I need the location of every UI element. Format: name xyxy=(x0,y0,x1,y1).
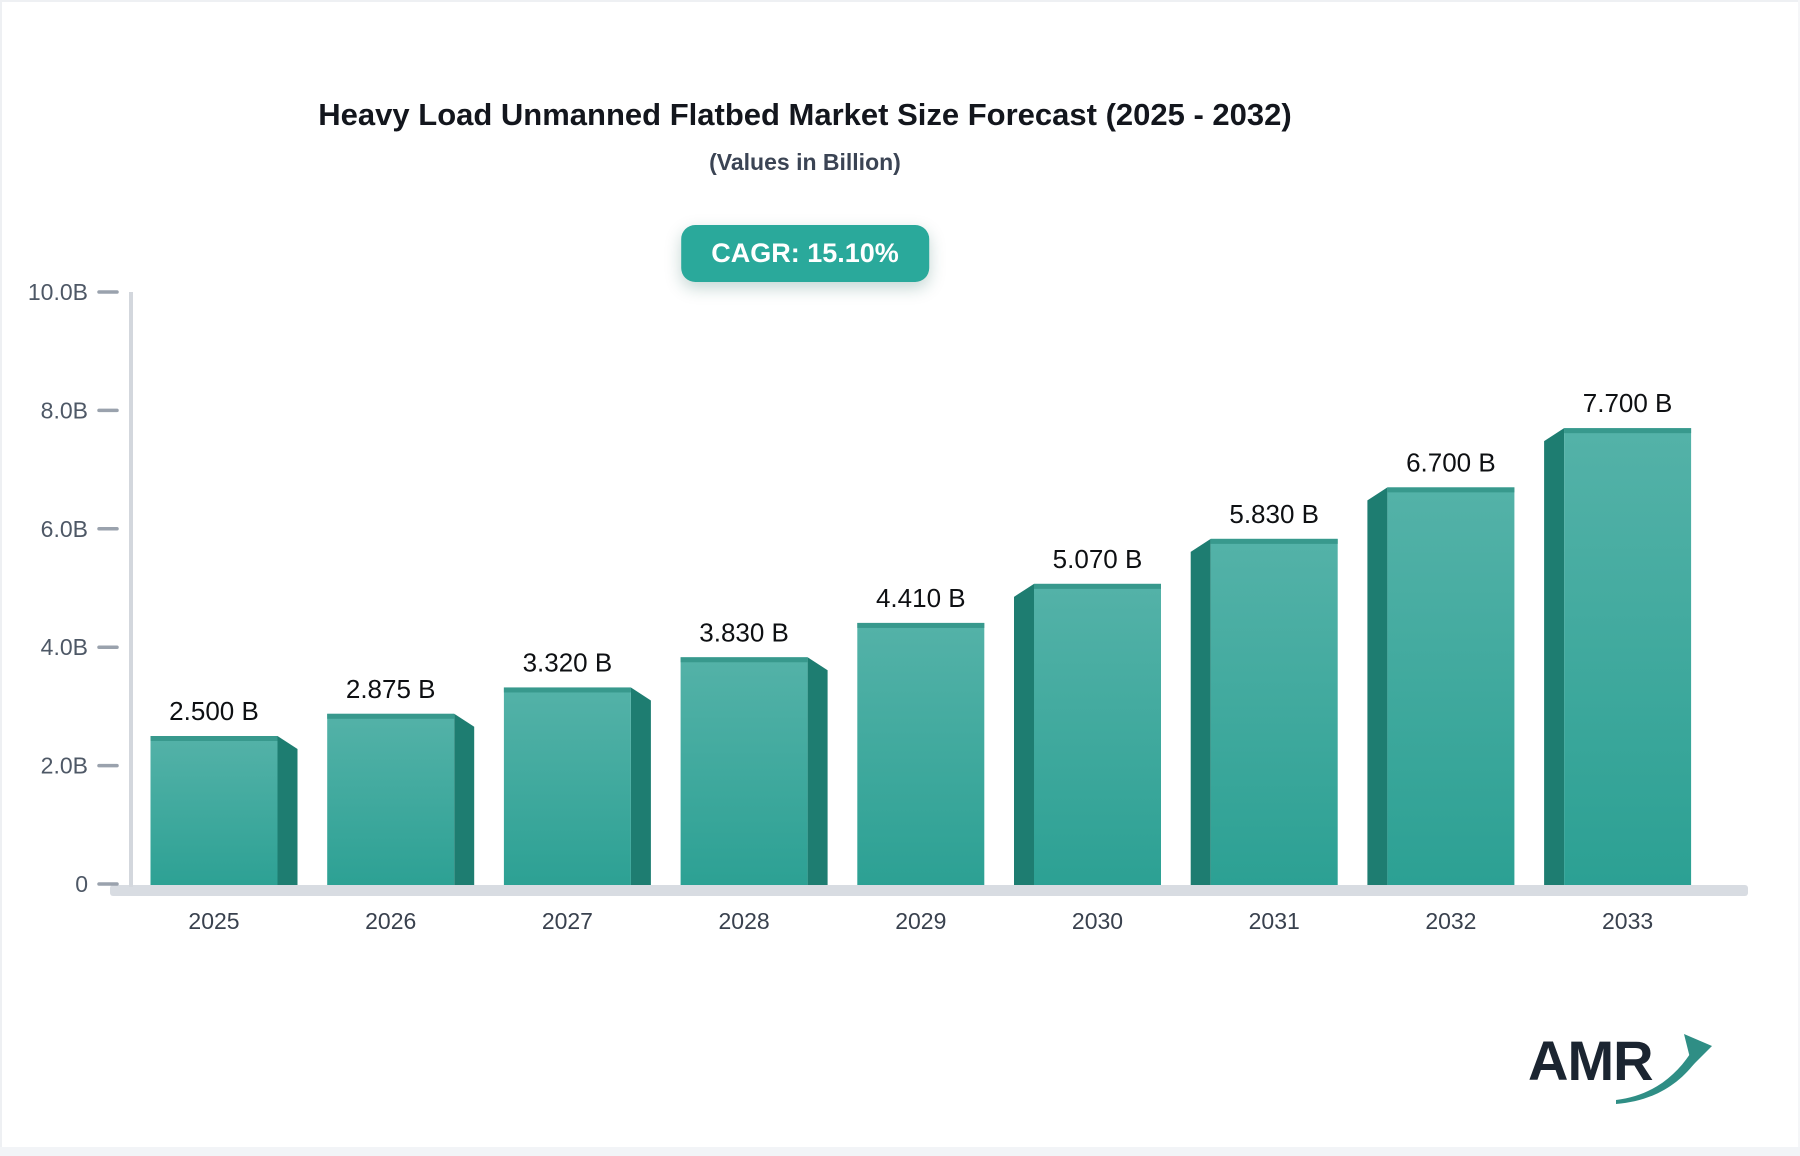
bar-value-label: 7.700 B xyxy=(1583,388,1673,418)
x-axis-label: 2033 xyxy=(1602,908,1653,934)
x-axis-label: 2030 xyxy=(1072,908,1123,934)
bar-side xyxy=(277,736,298,893)
y-tick-label: 0 xyxy=(75,871,88,897)
y-tick-label: 2.0B xyxy=(41,753,88,779)
top-edge xyxy=(0,0,1800,2)
bar-side xyxy=(1367,487,1388,893)
logo-text: AMR xyxy=(1528,1029,1654,1092)
bar-cap xyxy=(327,713,455,719)
bottom-bar xyxy=(0,1147,1800,1156)
x-axis-label: 2029 xyxy=(895,908,946,934)
bar-cap xyxy=(1564,428,1692,434)
bar-value-label: 5.070 B xyxy=(1053,544,1143,574)
y-tick-label: 6.0B xyxy=(41,516,88,542)
y-tick-label: 10.0B xyxy=(28,279,88,305)
bar-group-2026 xyxy=(327,713,475,893)
bar-face[interactable] xyxy=(1387,487,1515,893)
bar-group-2030 xyxy=(1014,583,1161,893)
bar-side xyxy=(1190,538,1211,893)
bar-group-2031 xyxy=(1190,538,1338,893)
bar-group-2025 xyxy=(150,736,298,893)
bar-cap xyxy=(150,736,278,741)
bar-value-label: 3.830 B xyxy=(699,617,789,647)
x-axis-label: 2026 xyxy=(365,908,416,934)
bar-cap xyxy=(680,657,808,663)
bar-side xyxy=(630,687,651,893)
bar-face[interactable] xyxy=(1034,583,1161,893)
bar-cap xyxy=(1387,487,1515,493)
bar-side xyxy=(1544,428,1565,893)
right-edge xyxy=(1798,0,1800,1156)
bar-face[interactable] xyxy=(1564,428,1692,893)
bar-group-2029 xyxy=(857,622,985,893)
bar-cap xyxy=(1210,538,1338,544)
x-axis-label: 2028 xyxy=(719,908,770,934)
bar-cap xyxy=(1034,583,1161,589)
bar-side xyxy=(454,713,475,893)
left-edge xyxy=(0,0,2,1156)
y-tick-label: 8.0B xyxy=(41,397,88,423)
x-axis-label: 2032 xyxy=(1425,908,1476,934)
chart-title: Heavy Load Unmanned Flatbed Market Size … xyxy=(318,97,1292,132)
bar-group-2032 xyxy=(1367,487,1515,893)
bar-value-label: 3.320 B xyxy=(523,647,613,677)
bar-side xyxy=(807,657,828,893)
x-axis-label: 2031 xyxy=(1249,908,1300,934)
x-axis-label: 2027 xyxy=(542,908,593,934)
bar-group-2027 xyxy=(503,687,651,893)
bar-face[interactable] xyxy=(857,622,985,893)
bar-face[interactable] xyxy=(503,687,631,893)
labels-layer: 2.500 B 2025 2.875 B 2026 3.320 B 2027 3.830 B… xyxy=(169,388,1672,934)
bar-group-2033 xyxy=(1544,428,1692,893)
bar-face[interactable] xyxy=(680,657,808,893)
bars-layer xyxy=(150,428,1692,893)
bar-cap xyxy=(503,687,631,693)
logo-arrow-icon xyxy=(1616,1034,1712,1104)
bar-cap xyxy=(857,622,985,628)
bar-value-label: 6.700 B xyxy=(1406,447,1496,477)
x-axis-label: 2025 xyxy=(188,908,239,934)
axis-layer: 10.0B 8.0B 6.0B 4.0B 2.0B 0 xyxy=(28,279,1748,897)
bar-face[interactable] xyxy=(1210,538,1338,893)
x-axis-baseline xyxy=(110,885,1748,896)
chart-subtitle: (Values in Billion) xyxy=(709,149,901,175)
bar-side xyxy=(1014,583,1034,893)
bar-group-2028 xyxy=(680,657,828,893)
bar-value-label: 2.875 B xyxy=(346,674,436,704)
brand-logo: AMR xyxy=(1528,1028,1728,1118)
bar-value-label: 2.500 B xyxy=(169,696,259,726)
bar-value-label: 5.830 B xyxy=(1229,499,1319,529)
bar-face[interactable] xyxy=(150,736,278,893)
cagr-badge: CAGR: 15.10% xyxy=(681,225,929,282)
y-tick-label: 4.0B xyxy=(41,634,88,660)
bar-face[interactable] xyxy=(327,713,455,893)
bar-value-label: 4.410 B xyxy=(876,583,966,613)
cagr-label: CAGR: 15.10% xyxy=(711,238,899,268)
